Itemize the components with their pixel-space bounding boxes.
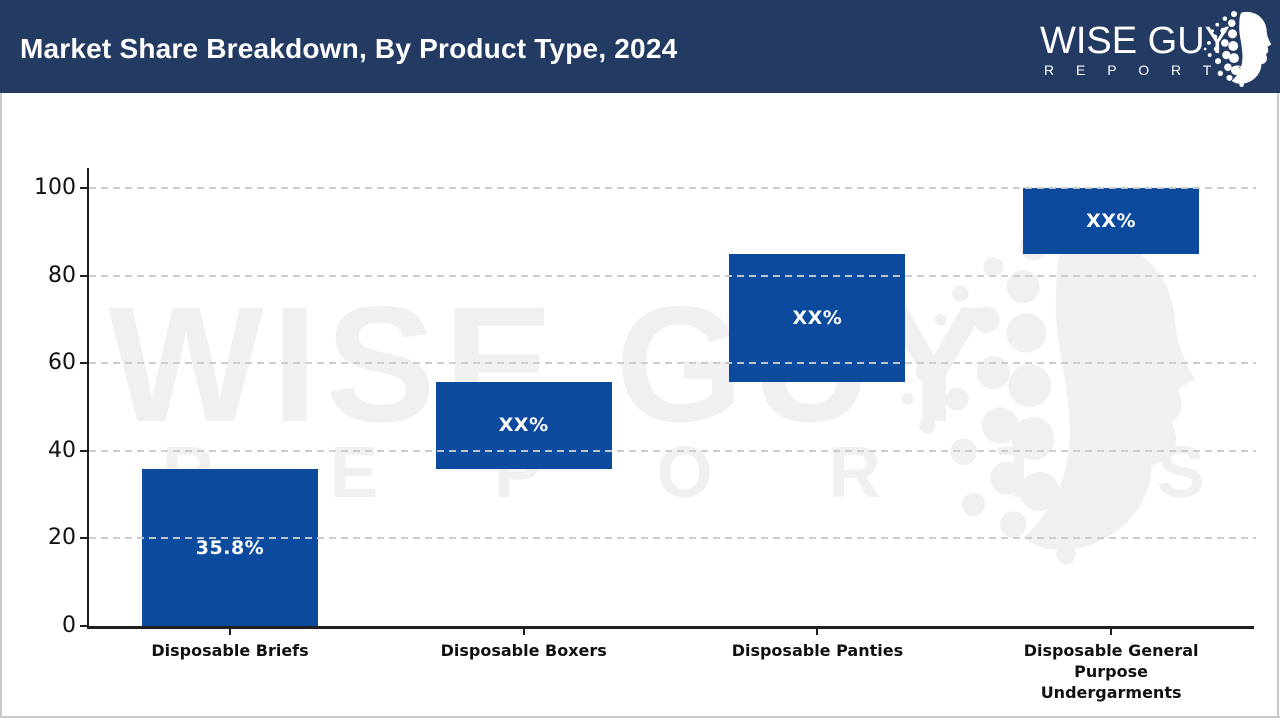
y-tick-0 [80,625,87,627]
x-tick [1110,629,1113,635]
y-tick-20 [80,537,87,540]
page-title: Market Share Breakdown, By Product Type,… [20,33,678,64]
bar-segment: XX% [1023,188,1200,254]
y-tick-100 [80,187,87,189]
logo-text-wiseguy: WISE GUY [1040,20,1231,62]
gridline-40 [89,449,1256,452]
x-tick [816,629,819,635]
bar-segment: XX% [435,381,612,470]
gridline-20 [89,537,1256,540]
y-tick-label-100: 100 [34,175,76,200]
x-axis-line [87,626,1254,629]
gridline-60 [89,362,1256,365]
card-border-right [1277,0,1279,717]
y-tick-40 [80,449,87,452]
logo-text-reports: R E P O R T S [1044,62,1252,78]
wiseguy-logo: WISE GUY R E P O R T S [1040,22,1251,78]
card-border-bottom [0,716,1280,718]
bar-value-label: XX% [1086,209,1137,232]
bar-segment: 35.8% [142,469,318,626]
x-category-label: Disposable Boxers [440,641,607,660]
y-tick-60 [80,362,87,365]
y-tick-label-80: 80 [48,262,76,288]
y-axis-line [87,168,89,627]
gridline-80 [89,274,1256,277]
y-tick-label-40: 40 [48,437,76,463]
y-tick-label-60: 60 [48,350,76,376]
gridline-100 [89,187,1256,189]
x-category-label: Disposable Panties [731,641,904,660]
x-category-label: Disposable General Purpose Undergarments [1023,641,1199,702]
y-tick-80 [80,274,87,277]
x-category-label: Disposable Briefs [151,641,309,660]
x-tick [522,629,525,635]
bar-value-label: XX% [792,306,843,329]
header-bar: Market Share Breakdown, By Product Type,… [0,0,1280,93]
bar-value-label: XX% [498,414,549,437]
wiseguy-head-icon [1203,11,1272,87]
bar-value-label: 35.8% [195,536,265,559]
card-border-left [0,0,2,717]
y-tick-label-0: 0 [62,613,76,638]
y-tick-label-20: 20 [48,525,76,551]
x-tick [229,629,231,635]
wiseguy-head-watermark [901,234,1195,564]
